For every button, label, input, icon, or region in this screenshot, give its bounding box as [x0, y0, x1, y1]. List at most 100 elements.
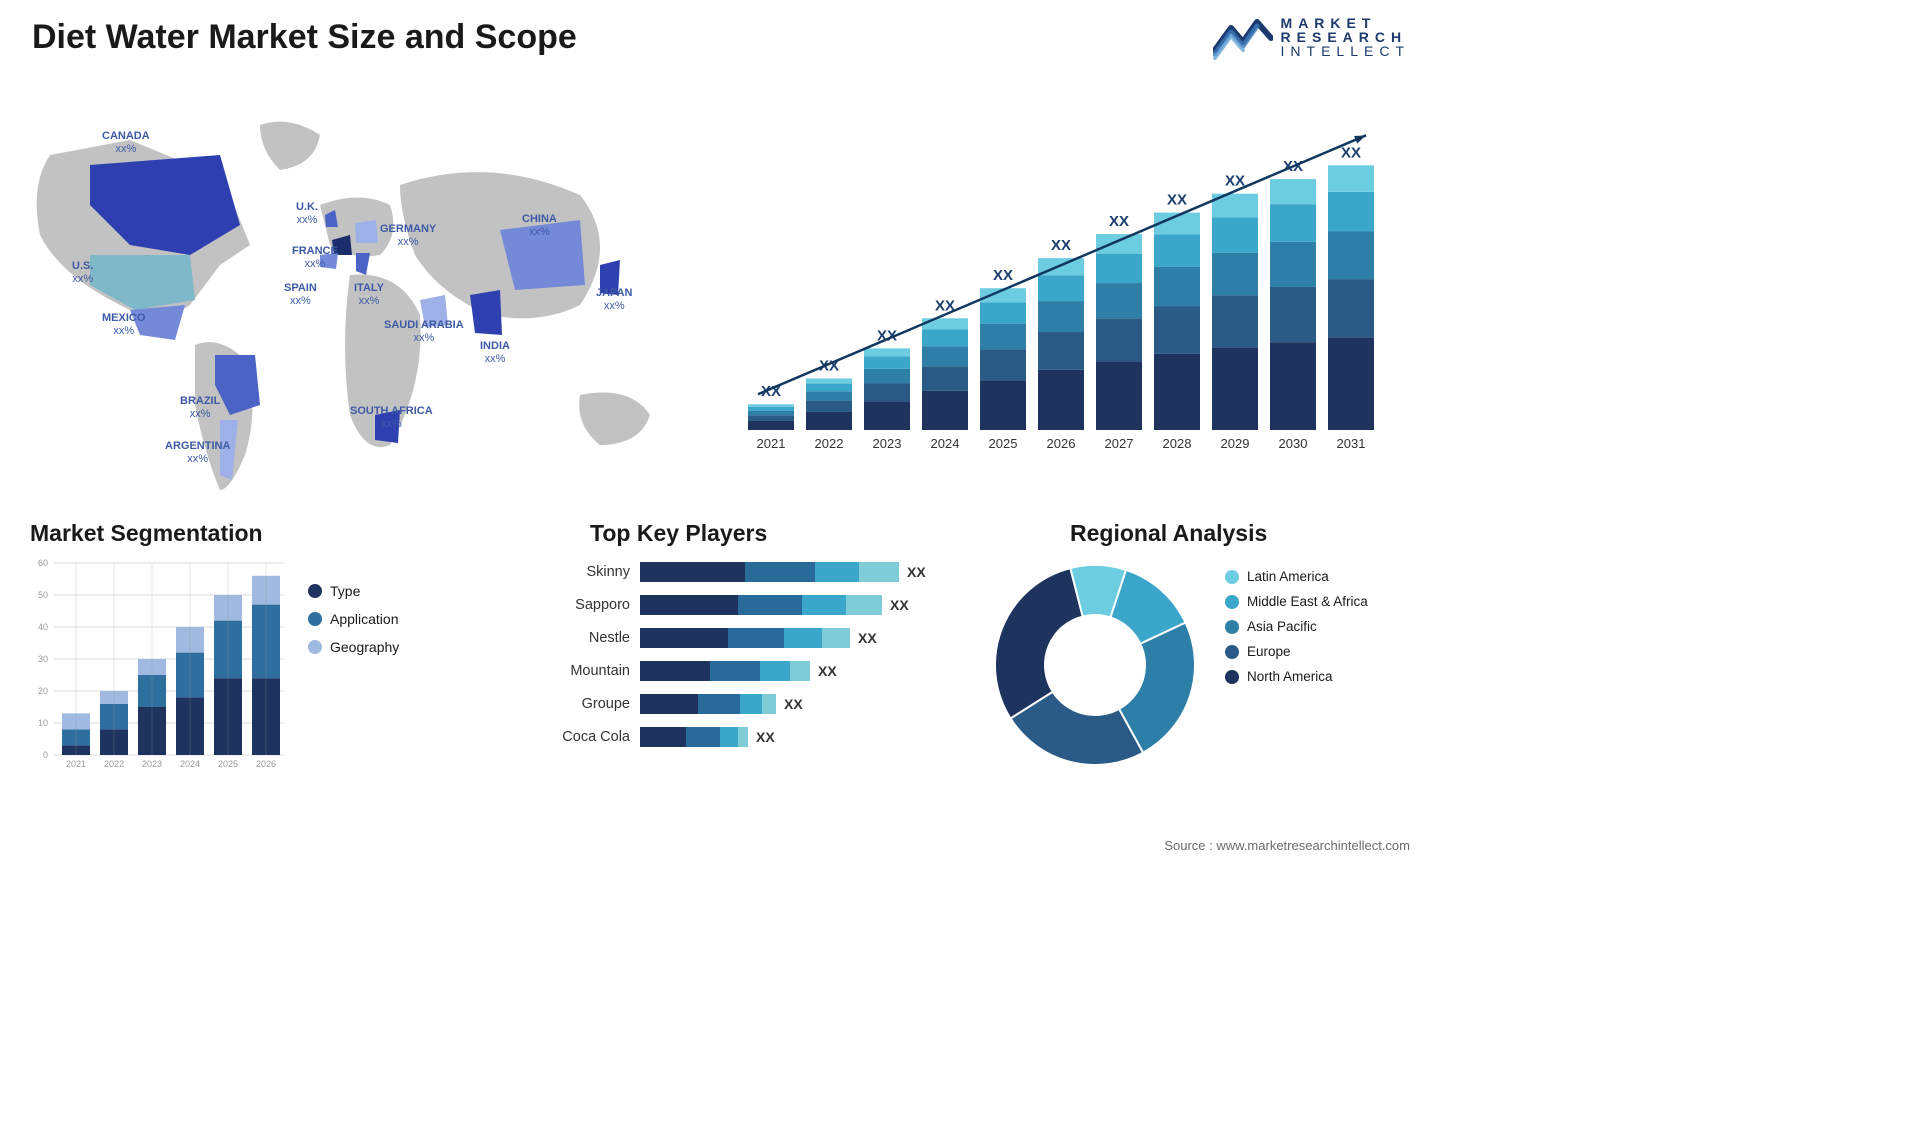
player-bar-segment	[640, 628, 728, 648]
svg-text:2026: 2026	[256, 759, 276, 769]
region-legend-item: Middle East & Africa	[1225, 594, 1368, 609]
player-name: Mountain	[498, 663, 640, 679]
map-label-val: xx%	[596, 300, 632, 313]
svg-text:2022: 2022	[815, 436, 844, 451]
player-bar-segment	[822, 628, 850, 648]
map-label-canada: CANADAxx%	[102, 130, 150, 156]
logo-text-1: MARKET	[1281, 16, 1410, 30]
legend-label: Latin America	[1247, 569, 1329, 584]
player-name: Nestle	[498, 630, 640, 646]
player-row: SkinnyXX	[498, 560, 948, 584]
map-label-us: U.S.xx%	[72, 260, 93, 286]
legend-dot-icon	[1225, 620, 1239, 634]
brand-logo: MARKET RESEARCH INTELLECT	[1213, 14, 1410, 60]
map-label-safrica: SOUTH AFRICAxx%	[350, 405, 433, 431]
map-label-china: CHINAxx%	[522, 213, 557, 239]
player-bar-segment	[640, 727, 686, 747]
map-label-france: FRANCExx%	[292, 245, 338, 271]
svg-text:2031: 2031	[1337, 436, 1366, 451]
svg-text:XX: XX	[1341, 144, 1361, 161]
logo-text-2: RESEARCH	[1281, 30, 1410, 44]
player-name: Sapporo	[498, 597, 640, 613]
player-value: XX	[818, 663, 837, 679]
svg-text:0: 0	[43, 750, 48, 760]
map-label-japan: JAPANxx%	[596, 287, 632, 313]
map-label-name: SPAIN	[284, 282, 317, 294]
player-bar-segment	[640, 694, 698, 714]
player-bar	[640, 694, 776, 714]
svg-text:40: 40	[38, 622, 48, 632]
map-label-name: CANADA	[102, 130, 150, 142]
legend-dot-icon	[1225, 595, 1239, 609]
region-legend-item: Europe	[1225, 644, 1368, 659]
map-label-argentina: ARGENTINAxx%	[165, 440, 230, 466]
svg-text:XX: XX	[1109, 213, 1129, 230]
svg-text:2024: 2024	[180, 759, 200, 769]
map-label-val: xx%	[480, 353, 510, 366]
map-label-name: GERMANY	[380, 223, 436, 235]
player-name: Groupe	[498, 696, 640, 712]
svg-text:2021: 2021	[757, 436, 786, 451]
svg-text:30: 30	[38, 654, 48, 664]
map-label-name: ITALY	[354, 282, 384, 294]
svg-text:20: 20	[38, 686, 48, 696]
map-label-uk: U.K.xx%	[296, 201, 318, 227]
map-label-name: U.K.	[296, 201, 318, 213]
segmentation-panel: 0102030405060202120222023202420252026 Ty…	[28, 555, 458, 805]
player-bar-segment	[745, 562, 815, 582]
region-legend-item: Asia Pacific	[1225, 619, 1368, 634]
key-players-panel: SkinnyXX Sapporo XX Nestle XX Mountain XX Group…	[498, 560, 948, 810]
map-label-val: xx%	[296, 214, 318, 227]
map-label-name: CHINA	[522, 213, 557, 225]
svg-text:60: 60	[38, 558, 48, 568]
seg-legend-item: Application	[308, 611, 399, 627]
svg-text:2023: 2023	[873, 436, 902, 451]
svg-text:XX: XX	[1167, 192, 1187, 209]
world-map: CANADAxx%U.S.xx%MEXICOxx%BRAZILxx%ARGENT…	[20, 95, 700, 495]
legend-label: North America	[1247, 669, 1333, 684]
map-label-name: SOUTH AFRICA	[350, 405, 433, 417]
legend-dot-icon	[308, 612, 322, 626]
svg-text:2025: 2025	[989, 436, 1018, 451]
player-bar-segment	[784, 628, 822, 648]
player-bar-segment	[790, 661, 810, 681]
svg-text:2025: 2025	[218, 759, 238, 769]
player-value: XX	[907, 564, 926, 580]
regional-legend: Latin America Middle East & Africa Asia Pa…	[1225, 569, 1368, 694]
legend-label: Geography	[330, 639, 399, 655]
legend-label: Middle East & Africa	[1247, 594, 1368, 609]
map-label-val: xx%	[102, 325, 145, 338]
svg-text:10: 10	[38, 718, 48, 728]
map-label-saudi: SAUDI ARABIAxx%	[384, 319, 464, 345]
player-bar-segment	[738, 595, 802, 615]
player-bar-segment	[698, 694, 740, 714]
player-bar-segment	[760, 661, 790, 681]
map-label-name: U.S.	[72, 260, 93, 272]
segmentation-title: Market Segmentation	[30, 520, 263, 547]
map-label-mexico: MEXICOxx%	[102, 312, 145, 338]
map-label-name: ARGENTINA	[165, 440, 230, 452]
legend-label: Europe	[1247, 644, 1291, 659]
region-legend-item: North America	[1225, 669, 1368, 684]
segmentation-chart: 0102030405060202120222023202420252026	[28, 555, 288, 775]
svg-text:2024: 2024	[931, 436, 960, 451]
map-label-name: BRAZIL	[180, 395, 220, 407]
forecast-svg: XX2021XX2022XX2023XX2024XX2025XX2026XX20…	[730, 95, 1410, 475]
player-bar-segment	[762, 694, 776, 714]
player-bar	[640, 727, 748, 747]
player-bar-segment	[640, 562, 745, 582]
map-label-val: xx%	[165, 453, 230, 466]
map-label-val: xx%	[380, 236, 436, 249]
player-value: XX	[784, 696, 803, 712]
regional-donut	[985, 555, 1205, 775]
map-label-name: INDIA	[480, 340, 510, 352]
legend-label: Application	[330, 611, 399, 627]
legend-label: Asia Pacific	[1247, 619, 1317, 634]
legend-dot-icon	[308, 584, 322, 598]
svg-text:XX: XX	[1051, 237, 1071, 254]
map-label-name: JAPAN	[596, 287, 632, 299]
player-bar-segment	[640, 661, 710, 681]
map-label-spain: SPAINxx%	[284, 282, 317, 308]
page-title: Diet Water Market Size and Scope	[32, 18, 577, 57]
map-label-brazil: BRAZILxx%	[180, 395, 220, 421]
